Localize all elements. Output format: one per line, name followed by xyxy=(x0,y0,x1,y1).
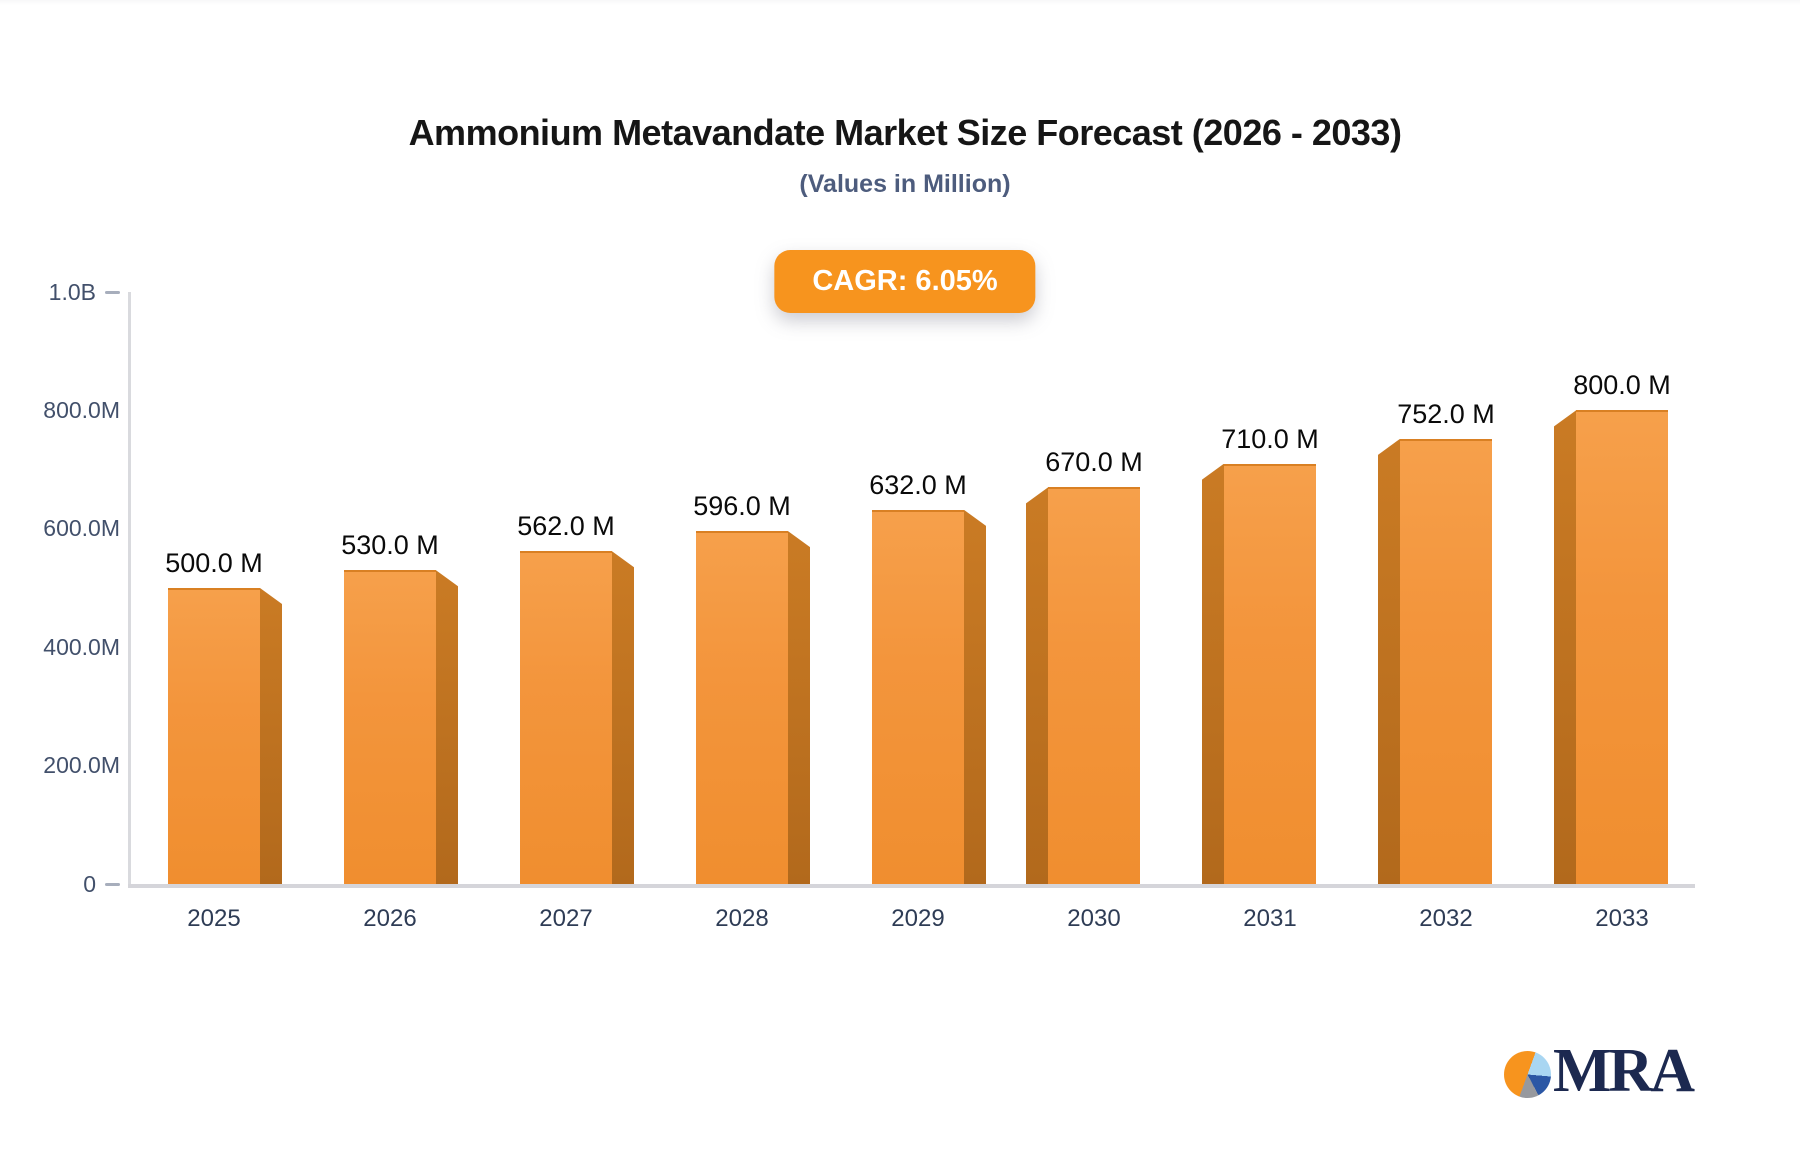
bar-side-face xyxy=(964,509,986,884)
y-axis-tick: 800.0M xyxy=(0,396,120,424)
chart-subtitle: (Values in Million) xyxy=(799,170,1011,198)
bar-side-face xyxy=(1554,410,1576,884)
y-axis-tick-label: 1.0B xyxy=(48,278,96,305)
x-axis-label-2029: 2029 xyxy=(891,905,945,932)
bar-side-face xyxy=(260,588,282,884)
y-axis-tick-label: 200.0M xyxy=(43,752,120,779)
y-axis-tick-label: 600.0M xyxy=(43,515,120,542)
bar-value-label: 670.0 M xyxy=(1045,447,1143,478)
bar-2030 xyxy=(1048,487,1140,884)
bar-value-label: 500.0 M xyxy=(165,548,263,578)
y-axis-tick: 0 xyxy=(0,870,120,898)
tick-dash-icon xyxy=(105,290,120,294)
x-axis-label-2031: 2031 xyxy=(1243,905,1297,932)
y-axis-tick: 1.0B xyxy=(0,278,120,306)
y-axis-tick-label: 400.0M xyxy=(43,633,120,660)
y-axis-tick: 200.0M xyxy=(0,752,120,780)
bar-side-face xyxy=(612,551,634,884)
x-axis-label-2025: 2025 xyxy=(187,905,241,932)
y-axis-tick-label: 0 xyxy=(83,870,96,897)
bar-value-label: 596.0 M xyxy=(693,491,791,522)
bar-2029 xyxy=(872,509,964,884)
x-axis-label-2030: 2030 xyxy=(1067,905,1121,932)
x-axis-label-2028: 2028 xyxy=(715,905,769,932)
cagr-badge: CAGR: 6.05% xyxy=(774,250,1036,313)
bar-value-label: 752.0 M xyxy=(1397,398,1495,429)
chart-title: Ammonium Metavandate Market Size Forecas… xyxy=(408,112,1402,153)
y-axis-tick: 400.0M xyxy=(0,633,120,661)
x-axis-label-2033: 2033 xyxy=(1595,905,1649,932)
bar-value-label: 632.0 M xyxy=(869,469,967,500)
tick-dash-icon xyxy=(105,882,120,886)
y-axis-line xyxy=(128,292,131,886)
bar-2033 xyxy=(1576,410,1668,884)
x-axis-label-2026: 2026 xyxy=(363,905,417,932)
bar-side-face xyxy=(1026,487,1048,884)
bar-2027 xyxy=(520,551,612,884)
bar-2025 xyxy=(168,588,260,884)
bar-side-face xyxy=(788,531,810,884)
bar-value-label: 710.0 M xyxy=(1221,423,1319,454)
x-axis-label-2027: 2027 xyxy=(539,905,593,932)
bar-2026 xyxy=(344,570,436,884)
y-axis-tick: 600.0M xyxy=(0,515,120,543)
x-axis-label-2032: 2032 xyxy=(1419,905,1473,932)
bar-value-label: 800.0 M xyxy=(1573,370,1671,401)
bar-side-face xyxy=(1202,463,1224,884)
bar-2028 xyxy=(696,531,788,884)
bar-value-label: 562.0 M xyxy=(517,511,615,542)
brand-logo-text: MRA xyxy=(1553,1037,1695,1105)
brand-logo: MRA xyxy=(1504,1037,1695,1105)
bar-2032 xyxy=(1400,438,1492,884)
bar-2031 xyxy=(1224,463,1316,884)
x-axis-line xyxy=(128,884,1695,888)
bar-value-label: 530.0 M xyxy=(341,530,439,561)
pie-chart-logo-icon xyxy=(1504,1050,1551,1098)
bar-side-face xyxy=(1378,438,1400,884)
bar-side-face xyxy=(436,570,458,884)
y-axis-tick-label: 800.0M xyxy=(43,396,120,423)
